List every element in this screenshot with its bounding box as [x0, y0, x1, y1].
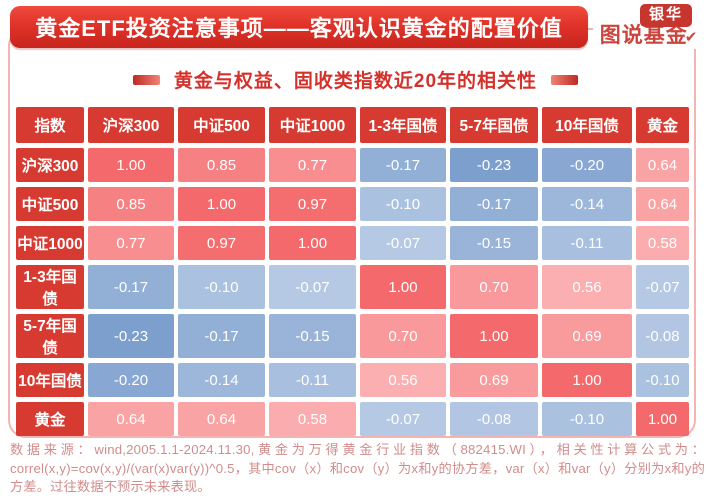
subtitle-row: 黄金与权益、固收类指数近20年的相关性 — [0, 66, 711, 93]
correlation-cell: -0.14 — [542, 187, 632, 221]
subtitle-text: 黄金与权益、固收类指数近20年的相关性 — [173, 71, 538, 92]
correlation-cell: 1.00 — [269, 226, 356, 260]
column-header-cell: 沪深300 — [88, 107, 174, 143]
correlation-cell: 0.97 — [269, 187, 356, 221]
correlation-cell: -0.17 — [360, 148, 446, 182]
row-label-cell: 中证1000 — [16, 226, 84, 260]
subtitle-marker-left-icon — [132, 74, 160, 85]
correlation-cell: -0.20 — [88, 363, 174, 397]
correlation-cell: 0.64 — [636, 187, 689, 221]
correlation-cell: 1.00 — [636, 402, 689, 436]
correlation-cell: 1.00 — [360, 265, 446, 309]
correlation-cell: 0.85 — [88, 187, 174, 221]
correlation-cell: -0.15 — [269, 314, 356, 358]
checkmark-icon: ✔ — [684, 28, 699, 46]
correlation-cell: 0.69 — [542, 314, 632, 358]
table-row: 10年国债 -0.20 -0.14 -0.11 0.56 0.69 1.00 -0.10 — [16, 363, 689, 397]
column-header-cell: 中证1000 — [269, 107, 356, 143]
row-label-cell: 1-3年国债 — [16, 265, 84, 309]
brand-badge: 银华 — [639, 4, 692, 27]
table-row: 中证500 0.85 1.00 0.97 -0.10 -0.17 -0.14 0.64 — [16, 187, 689, 221]
correlation-cell: 0.85 — [178, 148, 265, 182]
table-row: 黄金 0.64 0.64 0.58 -0.07 -0.08 -0.10 1.00 — [16, 402, 689, 436]
correlation-cell: -0.10 — [636, 363, 689, 397]
column-header-cell: 1-3年国债 — [360, 107, 446, 143]
correlation-cell: -0.20 — [542, 148, 632, 182]
row-label-cell: 5-7年国债 — [16, 314, 84, 358]
page-title: 黄金ETF投资注意事项——客观认识黄金的配置价值 — [35, 16, 563, 41]
brand-series-title: 图说基金✔ — [593, 23, 705, 47]
correlation-cell: -0.08 — [636, 314, 689, 358]
corner-header-cell: 指数 — [16, 107, 84, 143]
correlation-cell: 0.70 — [360, 314, 446, 358]
subtitle-marker-right-icon — [551, 74, 579, 85]
correlation-cell: -0.14 — [178, 363, 265, 397]
correlation-cell: -0.17 — [88, 265, 174, 309]
column-header-cell: 黄金 — [636, 107, 689, 143]
correlation-cell: 0.77 — [269, 148, 356, 182]
table-row: 中证1000 0.77 0.97 1.00 -0.07 -0.15 -0.11 0.58 — [16, 226, 689, 260]
footer-note: 数据来源：wind,2005.1.1-2024.11.30,黄金为万得黄金行业指… — [10, 442, 705, 495]
correlation-cell: 0.69 — [450, 363, 538, 397]
correlation-cell: 0.64 — [178, 402, 265, 436]
correlation-cell: 1.00 — [542, 363, 632, 397]
brand-series-text: 图说基金 — [599, 23, 688, 47]
correlation-cell: 0.77 — [88, 226, 174, 260]
correlation-cell: 0.58 — [269, 402, 356, 436]
column-header-cell: 中证500 — [178, 107, 265, 143]
correlation-cell: -0.07 — [360, 226, 446, 260]
correlation-cell: 0.58 — [636, 226, 689, 260]
correlation-cell: -0.11 — [269, 363, 356, 397]
correlation-cell: 0.56 — [360, 363, 446, 397]
row-label-cell: 沪深300 — [16, 148, 84, 182]
correlation-cell: -0.07 — [636, 265, 689, 309]
correlation-cell: 0.64 — [636, 148, 689, 182]
row-label-cell: 中证500 — [16, 187, 84, 221]
table-row: 5-7年国债 -0.23 -0.17 -0.15 0.70 1.00 0.69 -0.08 — [16, 314, 689, 358]
correlation-cell: -0.10 — [542, 402, 632, 436]
correlation-cell: 0.64 — [88, 402, 174, 436]
correlation-cell: -0.17 — [450, 187, 538, 221]
correlation-cell: -0.10 — [178, 265, 265, 309]
correlation-table-body: 沪深300 1.00 0.85 0.77 -0.17 -0.23 -0.20 0.64 中证50… — [16, 148, 689, 436]
column-header-cell: 5-7年国债 — [450, 107, 538, 143]
correlation-cell: -0.15 — [450, 226, 538, 260]
correlation-cell: -0.07 — [269, 265, 356, 309]
title-banner: 黄金ETF投资注意事项——客观认识黄金的配置价值 — [10, 6, 588, 48]
correlation-table-head-row: 指数 沪深300 中证500 中证1000 1-3年国债 5-7年国债 10年国债 黄金 — [16, 107, 689, 143]
correlation-cell: -0.23 — [450, 148, 538, 182]
correlation-cell: 0.70 — [450, 265, 538, 309]
correlation-cell: -0.08 — [450, 402, 538, 436]
correlation-cell: 0.97 — [178, 226, 265, 260]
row-label-cell: 10年国债 — [16, 363, 84, 397]
correlation-cell: -0.11 — [542, 226, 632, 260]
correlation-cell: -0.17 — [178, 314, 265, 358]
table-row: 1-3年国债 -0.17 -0.10 -0.07 1.00 0.70 0.56 -0.07 — [16, 265, 689, 309]
correlation-cell: 0.56 — [542, 265, 632, 309]
correlation-cell: 1.00 — [178, 187, 265, 221]
column-header-cell: 10年国债 — [542, 107, 632, 143]
correlation-cell: 1.00 — [88, 148, 174, 182]
correlation-cell: -0.07 — [360, 402, 446, 436]
row-label-cell: 黄金 — [16, 402, 84, 436]
correlation-cell: 1.00 — [450, 314, 538, 358]
correlation-cell: -0.10 — [360, 187, 446, 221]
correlation-cell: -0.23 — [88, 314, 174, 358]
brand-logo: 银华 图说基金✔ — [593, 3, 705, 49]
correlation-table: 指数 沪深300 中证500 中证1000 1-3年国债 5-7年国债 10年国债 黄金 沪深… — [12, 102, 693, 441]
table-row: 沪深300 1.00 0.85 0.77 -0.17 -0.23 -0.20 0.64 — [16, 148, 689, 182]
